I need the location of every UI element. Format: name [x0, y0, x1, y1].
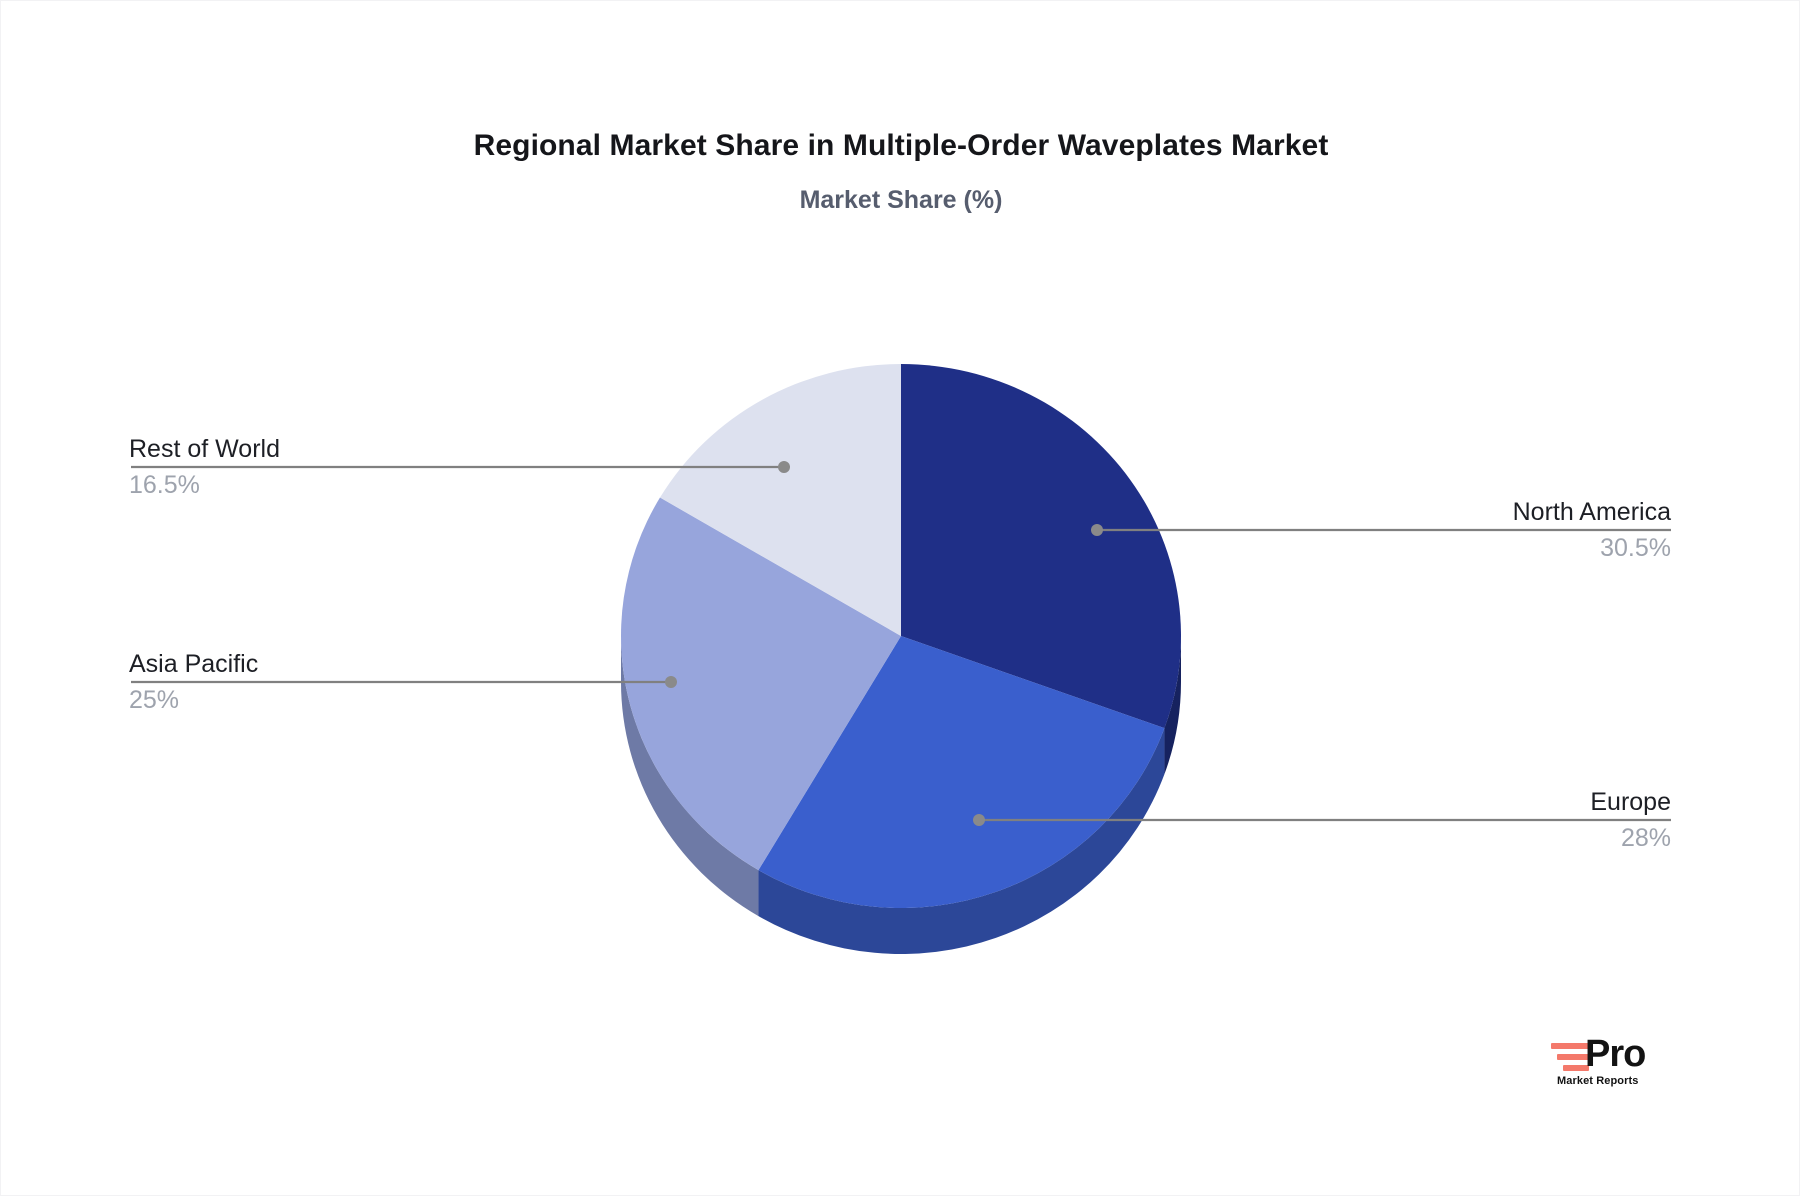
pie-slice-side: [1164, 636, 1181, 775]
pie-slice-europe[interactable]: Europe: 28%: [758, 636, 1165, 908]
callout-value-asia-pacific: 25%: [129, 686, 180, 714]
logo-bar-icon: [1551, 1043, 1589, 1049]
leader-line-europe: [973, 814, 1671, 826]
pie-slice-side: [621, 636, 759, 917]
callout-value-europe: 28%: [1620, 824, 1671, 852]
pro-market-reports-logo[interactable]: Pro Market Reports: [1549, 1033, 1669, 1097]
logo-bar-icon: [1563, 1065, 1589, 1071]
chart-subtitle: Market Share (%): [799, 186, 1003, 214]
logo-tagline: Market Reports: [1557, 1075, 1639, 1087]
leader-lines: [131, 461, 1671, 826]
callout-label-north-america: North America: [1512, 498, 1671, 526]
leader-line-asia-pacific: [131, 676, 677, 688]
callout-label-asia-pacific: Asia Pacific: [129, 650, 259, 678]
callout-europe[interactable]: Europe 28%: [1251, 784, 1671, 856]
logo-bar-icon: [1557, 1054, 1589, 1060]
page-title: Regional Market Share in Multiple-Order …: [473, 129, 1329, 162]
callout-value-rest-of-world: 16.5%: [129, 471, 200, 499]
pie-slices[interactable]: North America: 30.5%Europe: 28%Asia Paci…: [621, 364, 1181, 954]
callout-label-rest-of-world: Rest of World: [129, 435, 280, 463]
callout-label-europe: Europe: [1590, 788, 1671, 816]
pie-slice-rest-of-world[interactable]: Rest of World: 16.5%: [659, 364, 901, 636]
pie-slice-asia-pacific[interactable]: Asia Pacific: 25%: [621, 497, 901, 871]
leader-line-north-america: [1091, 524, 1671, 536]
pie-slice-north-america[interactable]: North America: 30.5%: [901, 364, 1181, 729]
leader-line-rest-of-world: [131, 461, 790, 473]
logo-wordmark: Pro: [1585, 1033, 1646, 1075]
callout-north-america[interactable]: North America 30.5%: [1251, 494, 1671, 566]
callout-value-north-america: 30.5%: [1600, 534, 1671, 562]
callout-rest-of-world[interactable]: Rest of World 16.5%: [129, 431, 549, 503]
callout-asia-pacific[interactable]: Asia Pacific 25%: [129, 646, 549, 718]
pie-slice-side: [758, 728, 1165, 954]
